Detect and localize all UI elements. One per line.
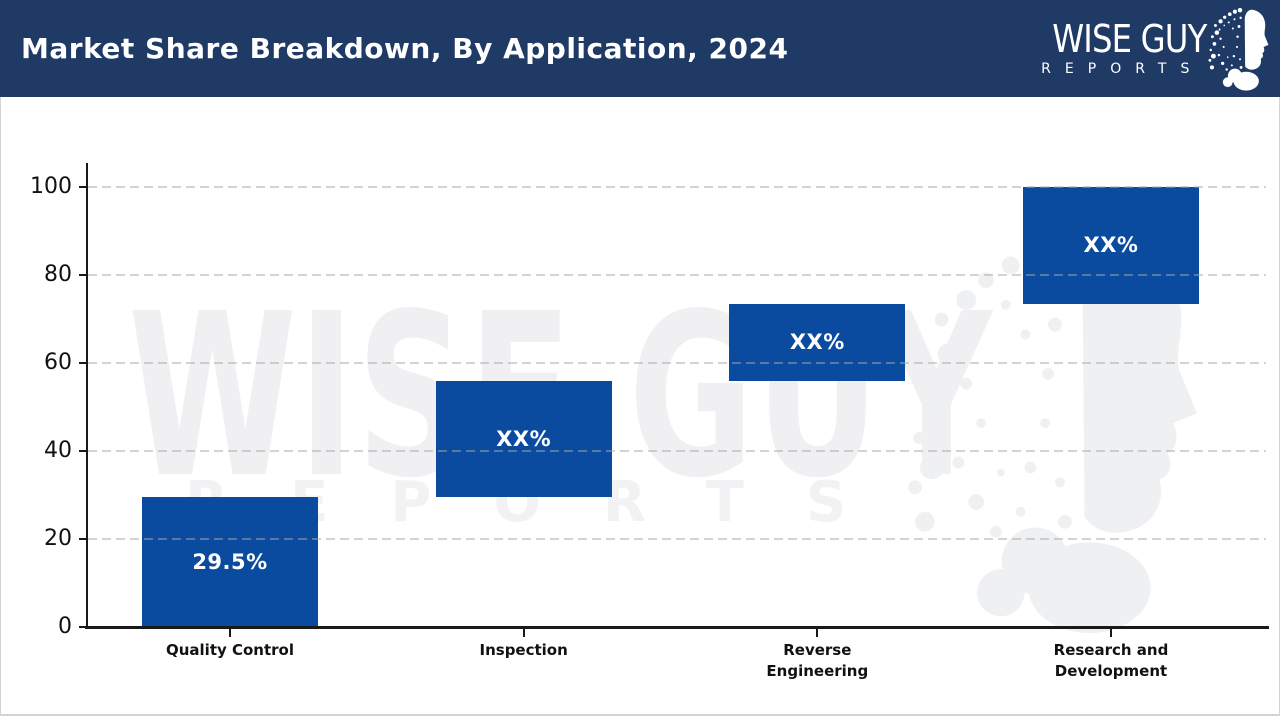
gridline-20	[88, 538, 1266, 540]
bar-value-label: 29.5%	[192, 550, 268, 575]
logo-head-icon	[1208, 6, 1270, 92]
logo-subtitle: REPORTS	[1041, 61, 1204, 77]
x-category-label-line: Reverse	[783, 641, 852, 659]
x-tick-mark-inspection	[522, 629, 525, 637]
y-axis-line	[86, 163, 88, 629]
y-tick-mark-20	[79, 538, 88, 540]
y-tick-mark-40	[79, 450, 88, 452]
page-border-bottom	[0, 714, 1280, 716]
x-category-label-line: Engineering	[766, 662, 869, 680]
y-tick-mark-80	[79, 274, 88, 276]
bar-quality-control: 29.5%	[142, 497, 318, 627]
y-tick-label-20: 20	[44, 526, 72, 551]
gridline-100	[88, 186, 1266, 188]
bar-research-and-development: XX%	[1023, 187, 1199, 304]
bar-reverse-engineering: XX%	[729, 303, 906, 381]
page-title: Market Share Breakdown, By Application, …	[21, 32, 789, 65]
gridline-80	[88, 274, 1266, 276]
gridline-60	[88, 362, 1266, 364]
bar-value-label: XX%	[789, 330, 845, 355]
x-category-label-line: Research and	[1053, 641, 1169, 659]
x-category-label-research-and-development: Research and Development	[971, 640, 1251, 682]
x-category-label-line: Quality Control	[165, 641, 294, 659]
y-tick-mark-0	[79, 626, 88, 628]
y-tick-label-60: 60	[44, 350, 72, 375]
x-tick-mark-quality-control	[229, 629, 231, 637]
y-tick-mark-60	[79, 362, 88, 364]
x-category-label-quality-control: Quality Control	[90, 640, 370, 661]
x-category-label-line: Inspection	[479, 641, 568, 659]
y-tick-mark-100	[79, 186, 88, 188]
gridline-40	[88, 450, 1266, 452]
x-axis-line	[85, 626, 1269, 629]
x-tick-mark-reverse-engineering	[816, 629, 819, 637]
wise-guy-logo: WISE GUY REPORTS	[1025, 6, 1280, 92]
header-bar: Market Share Breakdown, By Application, …	[0, 0, 1280, 97]
y-tick-label-80: 80	[44, 262, 72, 287]
y-tick-label-40: 40	[44, 438, 72, 463]
y-tick-label-100: 100	[30, 174, 72, 199]
bar-value-label: XX%	[496, 426, 552, 451]
x-category-label-line: Development	[1054, 662, 1168, 680]
x-category-label-reverse-engineering: Reverse Engineering	[677, 640, 957, 682]
logo-wordmark: WISE GUY	[1051, 17, 1207, 61]
x-tick-mark-research-and-development	[1110, 629, 1112, 637]
bar-value-label: XX%	[1083, 233, 1139, 258]
x-category-label-inspection: Inspection	[384, 640, 664, 661]
bar-inspection: XX%	[435, 380, 612, 498]
logo-text: WISE GUY REPORTS	[1025, 17, 1207, 77]
page-border-left	[0, 97, 1, 716]
y-tick-label-0: 0	[58, 614, 72, 639]
